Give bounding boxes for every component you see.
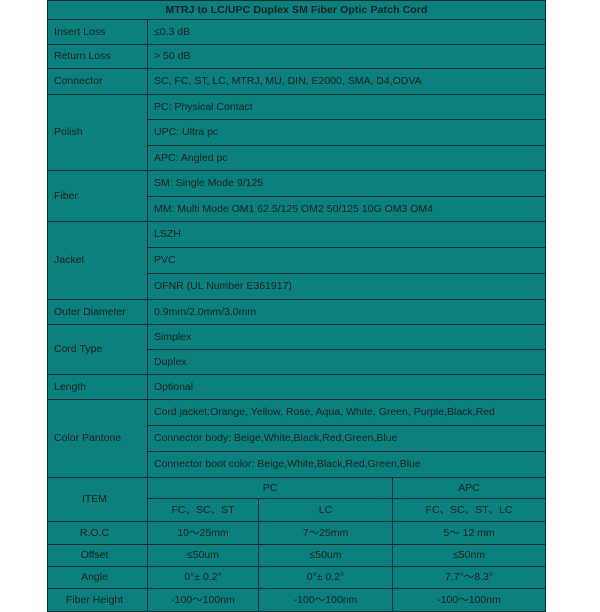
table-row: Duplex — [48, 349, 547, 375]
row-value-jacket-ofnr: OFNR (UL Number E361917) — [146, 273, 547, 300]
row-value-cord-type-simplex: Simplex — [146, 324, 547, 350]
row-label-insert-loss: Insert Loss — [47, 19, 148, 45]
row-value-jacket-lszh: LSZH — [146, 221, 547, 248]
row-label-jacket: Jacket — [47, 221, 148, 300]
row-value-connector-boot-colors: Connector boot color: Beige,White,Black,… — [146, 451, 547, 478]
row-label-color-pantone: Color Pantone — [47, 399, 148, 478]
row-label-connector: Connector — [47, 68, 148, 95]
table-row: Insert Loss ≤0.3 dB — [47, 19, 547, 45]
geometry-item-header: ITEM — [47, 477, 148, 522]
geometry-subheader-fc-sc-st-lc: FC、SC、ST、LC — [391, 498, 547, 522]
row-value-connector-body-colors: Connector body: Beige,White,Black,Red,Gr… — [146, 425, 547, 452]
geometry-offset-pc-fc-sc-st: ≤50um — [147, 544, 259, 567]
row-value-fiber-mm: MM: Multi Mode OM1 62.5/125 OM2 50/125 1… — [146, 196, 547, 222]
row-value-polish-apc: APC: Angled pc — [146, 145, 547, 171]
geometry-row-label-fiber-height: Fiber Height — [47, 588, 148, 612]
row-value-length: Optional — [146, 374, 547, 400]
table-row: Jacket LSZH — [47, 221, 547, 300]
geometry-angle-pc-fc-sc-st: 0°± 0.2° — [147, 566, 259, 589]
table-row: Color Pantone Cord jacket:Orange, Yellow… — [47, 399, 547, 478]
row-value-connector: SC, FC, ST, LC, MTRJ, MU, DIN, E2000, SM… — [146, 68, 547, 95]
table-row: Polish PC: Physical Contact — [47, 94, 547, 171]
row-value-return-loss: > 50 dB — [146, 44, 547, 69]
geometry-roc-apc: 5～ 12 mm — [391, 521, 547, 545]
geometry-group-header-pc: PC — [147, 477, 393, 499]
table-row: Connector SC, FC, ST, LC, MTRJ, MU, DIN,… — [47, 68, 547, 95]
table-row: Angle 0°± 0.2° 0°± 0.2° 7.7°～8.3° — [47, 566, 547, 589]
table-row: Offset ≤50um ≤50um ≤50nm — [47, 544, 547, 567]
geometry-fiber-height-pc-lc: -100～100nm — [258, 588, 393, 612]
row-label-length: Length — [47, 374, 148, 400]
table-row: UPC: Ultra pc — [48, 119, 547, 146]
row-label-outer-diameter: Outer Diameter — [47, 299, 148, 325]
row-value-cord-jacket-colors: Cord jacket:Orange, Yellow, Rose, Aqua, … — [146, 399, 547, 426]
row-value-jacket-pvc: PVC — [146, 247, 547, 274]
row-label-fiber: Fiber — [47, 170, 148, 222]
geometry-fiber-height-pc-fc-sc-st: -100～100nm — [147, 588, 259, 612]
row-label-cord-type: Cord Type — [47, 324, 148, 375]
geometry-subheader-fc-sc-st: FC、SC、ST — [147, 498, 259, 522]
table-row-title: MTRJ to LC/UPC Duplex SM Fiber Optic Pat… — [46, 0, 547, 20]
specification-table: MTRJ to LC/UPC Duplex SM Fiber Optic Pat… — [46, 0, 547, 612]
table-row: Length Optional — [47, 374, 547, 400]
table-row: Connector boot color: Beige,White,Black,… — [48, 451, 547, 478]
row-label-return-loss: Return Loss — [47, 44, 148, 69]
table-row: Fiber Height -100～100nm -100～100nm -100～… — [47, 588, 547, 612]
geometry-roc-pc-fc-sc-st: 10～25mm — [147, 521, 259, 545]
page-title: MTRJ to LC/UPC Duplex SM Fiber Optic Pat… — [46, 0, 547, 20]
geometry-row-label-roc: R.O.C — [47, 521, 148, 545]
table-row: OFNR (UL Number E361917) — [48, 273, 547, 300]
table-row: Outer Diameter 0.9mm/2.0mm/3.0mm — [47, 299, 547, 325]
row-value-polish-upc: UPC: Ultra pc — [146, 119, 547, 146]
geometry-angle-apc: 7.7°～8.3° — [391, 566, 547, 589]
geometry-fiber-height-apc: -100～100nm — [391, 588, 547, 612]
table-row: Connector body: Beige,White,Black,Red,Gr… — [48, 425, 547, 452]
table-row: Fiber SM: Single Mode 9/125 — [47, 170, 547, 222]
row-value-outer-diameter: 0.9mm/2.0mm/3.0mm — [146, 299, 547, 325]
table-row: Cord Type Simplex — [47, 324, 547, 375]
geometry-row-label-offset: Offset — [47, 544, 148, 567]
geometry-subheader-lc: LC — [258, 498, 393, 522]
geometry-row-label-angle: Angle — [47, 566, 148, 589]
table-row: Return Loss > 50 dB — [47, 44, 547, 69]
row-label-polish: Polish — [47, 94, 148, 171]
geometry-angle-pc-lc: 0°± 0.2° — [258, 566, 393, 589]
row-value-polish-pc: PC: Physical Contact — [146, 94, 547, 120]
geometry-group-header-apc: APC — [391, 477, 547, 499]
row-value-insert-loss: ≤0.3 dB — [146, 19, 547, 45]
row-value-fiber-sm: SM: Single Mode 9/125 — [146, 170, 547, 197]
table-row: PVC — [48, 247, 547, 274]
table-row: R.O.C 10～25mm 7～25mm 5～ 12 mm — [47, 521, 547, 545]
geometry-roc-pc-lc: 7～25mm — [258, 521, 393, 545]
row-value-cord-type-duplex: Duplex — [146, 349, 547, 375]
table-row-geometry-header: ITEM PC APC — [47, 477, 547, 522]
geometry-offset-pc-lc: ≤50um — [258, 544, 393, 567]
geometry-offset-apc: ≤50nm — [391, 544, 547, 567]
